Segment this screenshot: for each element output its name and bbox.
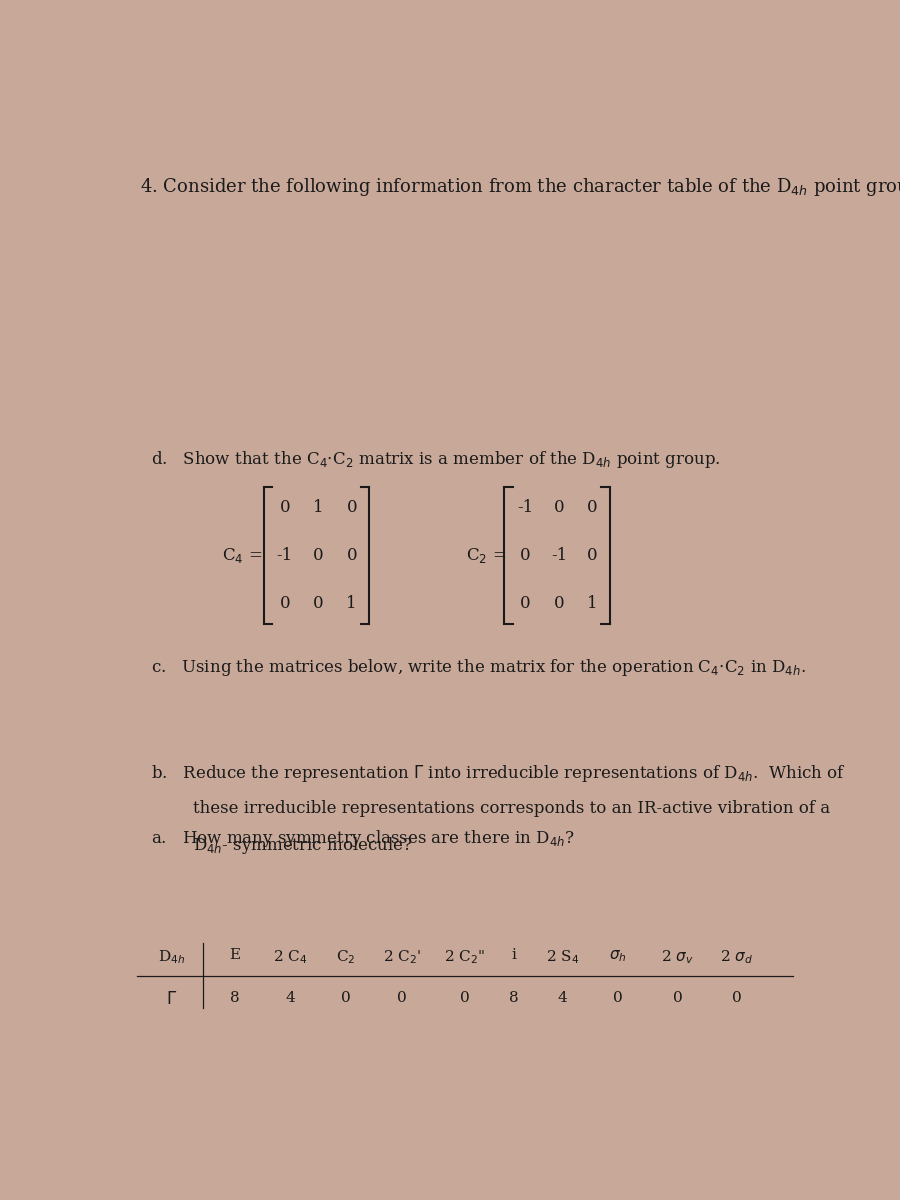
Text: D$_{4h}$: D$_{4h}$ [158, 948, 185, 966]
Text: -1: -1 [276, 547, 292, 564]
Text: 1: 1 [346, 595, 357, 612]
Text: 0: 0 [554, 595, 564, 612]
Text: i: i [511, 948, 516, 962]
Text: $\sigma_h$: $\sigma_h$ [609, 948, 627, 964]
Text: 0: 0 [313, 595, 324, 612]
Text: 4: 4 [285, 991, 295, 1006]
Text: 1: 1 [313, 499, 324, 516]
Text: C$_2$: C$_2$ [337, 948, 356, 966]
Text: C$_4$ =: C$_4$ = [222, 546, 263, 565]
Text: 2 C$_4$: 2 C$_4$ [273, 948, 308, 966]
Text: 0: 0 [280, 499, 290, 516]
Text: 0: 0 [732, 991, 742, 1006]
Text: D$_{4h}$- symmetric molecule?: D$_{4h}$- symmetric molecule? [193, 835, 412, 856]
Text: 8: 8 [508, 991, 518, 1006]
Text: -1: -1 [518, 499, 534, 516]
Text: 2 S$_4$: 2 S$_4$ [545, 948, 579, 966]
Text: E: E [229, 948, 240, 962]
Text: 0: 0 [397, 991, 407, 1006]
Text: 0: 0 [346, 547, 357, 564]
Text: a.   How many symmetry classes are there in D$_{4h}$?: a. How many symmetry classes are there i… [151, 828, 574, 848]
Text: 2 $\sigma_v$: 2 $\sigma_v$ [662, 948, 694, 966]
Text: 8: 8 [230, 991, 239, 1006]
Text: these irreducible representations corresponds to an IR-active vibration of a: these irreducible representations corres… [193, 800, 830, 817]
Text: c.   Using the matrices below, write the matrix for the operation C$_4$$\cdot$C$: c. Using the matrices below, write the m… [151, 656, 806, 678]
Text: 0: 0 [587, 547, 598, 564]
Text: 2 C$_2$": 2 C$_2$" [445, 948, 485, 966]
Text: 4. Consider the following information from the character table of the D$_{4h}$ p: 4. Consider the following information fr… [140, 176, 900, 198]
Text: 0: 0 [346, 499, 357, 516]
Text: 0: 0 [587, 499, 598, 516]
Text: 0: 0 [520, 595, 531, 612]
Text: 1: 1 [587, 595, 598, 612]
Text: $\Gamma$: $\Gamma$ [166, 991, 177, 1008]
Text: 2 C$_2$': 2 C$_2$' [382, 948, 421, 966]
Text: 2 $\sigma_d$: 2 $\sigma_d$ [720, 948, 753, 966]
Text: 0: 0 [613, 991, 623, 1006]
Text: 0: 0 [672, 991, 682, 1006]
Text: d.   Show that the C$_4$$\cdot$C$_2$ matrix is a member of the D$_{4h}$ point gr: d. Show that the C$_4$$\cdot$C$_2$ matri… [151, 449, 720, 470]
Text: 4: 4 [557, 991, 567, 1006]
Text: 0: 0 [460, 991, 470, 1006]
Text: -1: -1 [551, 547, 567, 564]
Text: 0: 0 [280, 595, 290, 612]
Text: 0: 0 [341, 991, 351, 1006]
Text: b.   Reduce the representation $\Gamma$ into irreducible representations of D$_{: b. Reduce the representation $\Gamma$ in… [151, 763, 846, 784]
Text: 0: 0 [313, 547, 324, 564]
Text: 0: 0 [554, 499, 564, 516]
Text: 0: 0 [520, 547, 531, 564]
Text: C$_2$ =: C$_2$ = [466, 546, 507, 565]
